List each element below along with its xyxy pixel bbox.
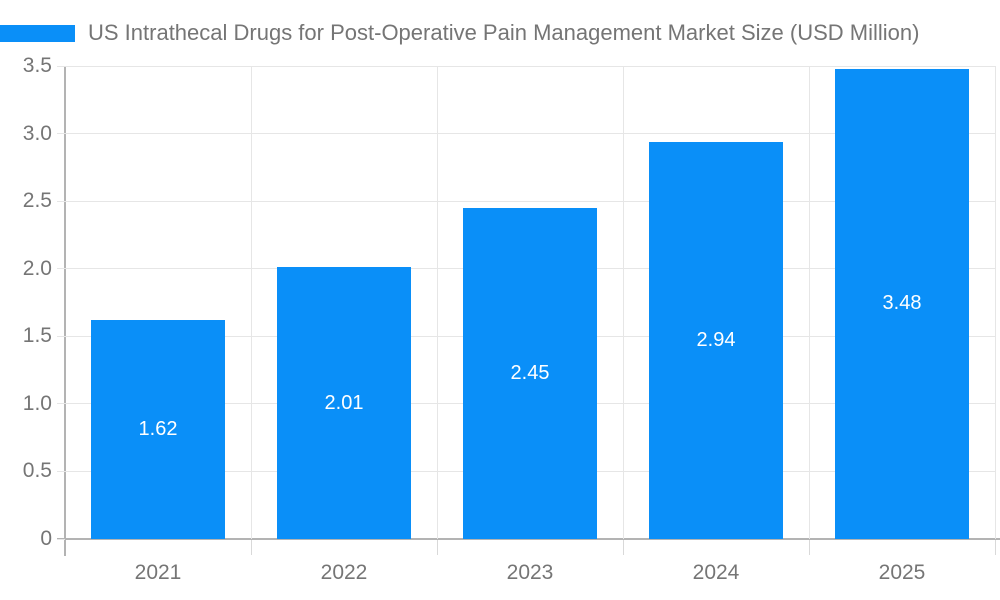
x-axis-tick — [994, 540, 996, 555]
y-axis-tick — [57, 65, 65, 67]
bar-value-label: 2.45 — [510, 361, 550, 384]
gridline-horizontal — [65, 65, 995, 67]
x-axis-label: 2023 — [506, 561, 554, 584]
bar-value-label: 2.94 — [696, 328, 736, 351]
bar: 2.45 — [463, 207, 597, 539]
x-axis-label: 2024 — [692, 561, 740, 584]
y-axis-tick — [57, 403, 65, 405]
y-axis-line — [64, 66, 66, 556]
y-axis-tick — [57, 200, 65, 202]
y-axis-tick — [57, 335, 65, 337]
gridline-vertical — [622, 66, 624, 539]
y-axis-label: 1.5 — [22, 324, 52, 348]
bar: 2.94 — [649, 141, 783, 539]
bar-value-label: 2.01 — [324, 391, 364, 414]
bar: 3.48 — [835, 68, 969, 539]
bar-value-label: 3.48 — [882, 292, 922, 315]
x-axis-tick — [436, 540, 438, 555]
y-axis-label: 3.0 — [22, 121, 52, 145]
y-axis-tick — [57, 470, 65, 472]
y-axis-tick — [57, 268, 65, 270]
y-axis-label: 3.5 — [22, 54, 52, 77]
x-axis-label: 2022 — [320, 561, 368, 584]
y-axis-label: 2.0 — [22, 256, 52, 280]
bar-value-label: 1.62 — [138, 418, 178, 441]
bar: 1.62 — [91, 320, 225, 539]
x-axis-tick — [622, 540, 624, 555]
y-axis-tick — [57, 538, 65, 540]
y-axis-tick — [57, 133, 65, 135]
y-axis-label: 2.5 — [22, 189, 52, 213]
y-axis-label: 1.0 — [22, 391, 52, 415]
gridline-horizontal — [65, 133, 995, 135]
gridline-vertical — [436, 66, 438, 539]
gridline-vertical — [808, 66, 810, 539]
legend-swatch — [0, 25, 75, 42]
gridline-vertical — [994, 66, 996, 539]
plot-area: 1.62 2.01 2.45 2.94 3.48 — [65, 65, 996, 539]
x-axis-label: 2025 — [878, 561, 926, 584]
gridline-vertical — [250, 66, 252, 539]
gridline-horizontal — [65, 200, 995, 202]
x-axis-label: 2021 — [134, 561, 182, 584]
chart-title: US Intrathecal Drugs for Post-Operative … — [88, 20, 920, 45]
x-axis-baseline — [57, 538, 1000, 540]
y-axis-label: 0 — [40, 527, 52, 550]
y-axis-label: 0.5 — [22, 459, 52, 483]
bar: 2.01 — [277, 267, 411, 539]
x-axis-tick — [808, 540, 810, 555]
x-axis-tick — [250, 540, 252, 555]
